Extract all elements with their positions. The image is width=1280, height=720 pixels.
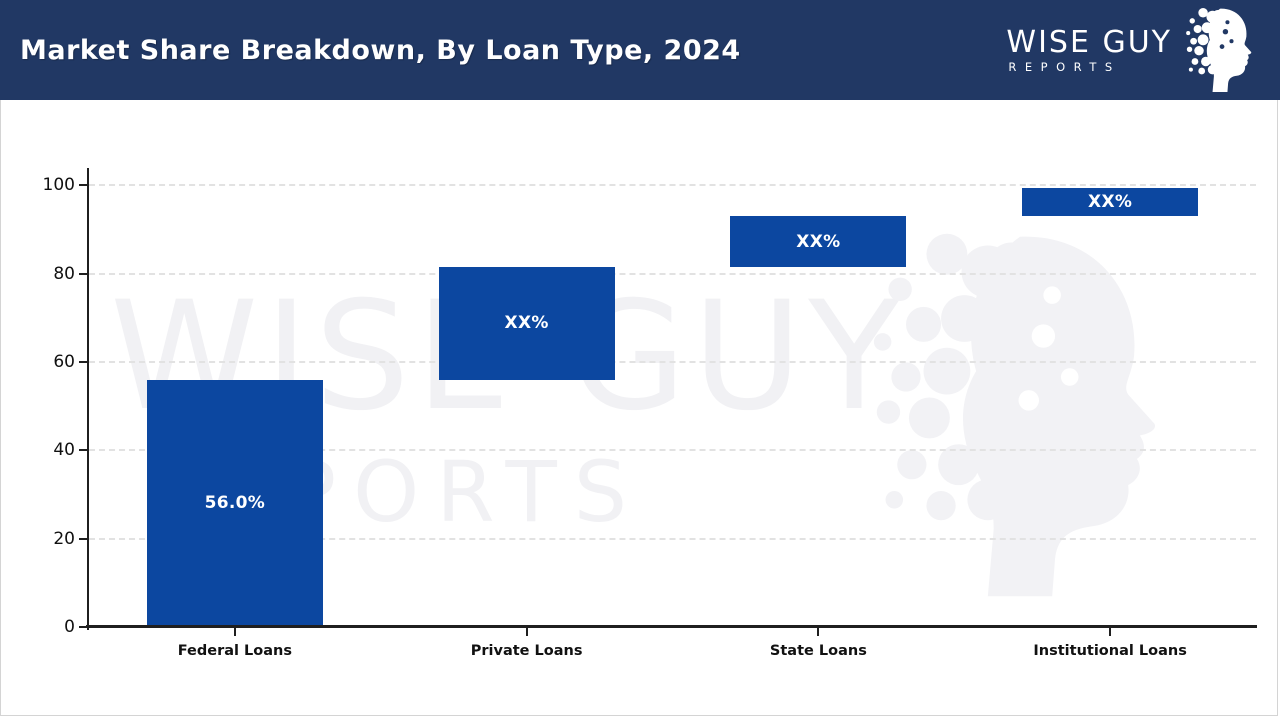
y-tick — [79, 361, 88, 364]
bar: XX% — [730, 216, 907, 268]
x-tick-label: State Loans — [769, 643, 867, 659]
x-tick-label: Private Loans — [470, 643, 583, 659]
logo-wordmark: WISE GUY — [1006, 25, 1172, 60]
y-tick-label: 100 — [42, 175, 75, 196]
x-axis-line — [86, 625, 1257, 628]
y-tick — [79, 272, 88, 275]
y-axis-line — [87, 168, 89, 630]
gridline — [89, 272, 1256, 275]
y-tick — [79, 449, 88, 452]
bar: XX% — [1022, 187, 1199, 217]
bar-value-label: XX% — [1088, 191, 1133, 212]
bar: XX% — [438, 267, 615, 380]
x-tick — [233, 628, 236, 636]
logo-text: WISE GUY REPORTS — [1006, 26, 1172, 74]
x-tick-label: Institutional Loans — [1033, 643, 1187, 659]
header-bar: Market Share Breakdown, By Loan Type, 20… — [0, 0, 1280, 100]
x-tick — [817, 628, 820, 636]
y-tick — [79, 184, 88, 187]
logo-subtitle: REPORTS — [1008, 60, 1121, 74]
y-tick-label: 20 — [53, 528, 75, 549]
gridline — [89, 361, 1256, 364]
y-tick — [79, 537, 88, 540]
bar: 56.0% — [146, 379, 323, 627]
y-tick-label: 80 — [53, 263, 75, 284]
y-tick — [79, 626, 88, 628]
y-tick-label: 0 — [64, 617, 75, 637]
y-tick-label: 40 — [53, 440, 75, 461]
y-tick-label: 60 — [53, 352, 75, 373]
gridline — [89, 449, 1256, 452]
page-title: Market Share Breakdown, By Loan Type, 20… — [20, 34, 741, 66]
gridline — [89, 537, 1256, 540]
x-tick — [1109, 628, 1112, 636]
bar-value-label: XX% — [796, 231, 841, 252]
x-tick — [525, 628, 528, 636]
watermark-face-icon — [873, 233, 1156, 597]
wise-guy-reports-logo: WISE GUY REPORTS — [1006, 6, 1266, 94]
waterfall-chart: WISE GUY REPORTS 0 20 40 60 80 100 56.0% XX% XX%… — [0, 100, 1280, 720]
x-tick-label: Federal Loans — [177, 643, 292, 659]
logo-face-icon — [1186, 8, 1252, 92]
plot-area: 0 20 40 60 80 100 56.0% XX% XX% XX% Federal Loans P… — [0, 100, 1280, 720]
bar-value-label: XX% — [504, 313, 549, 334]
gridline — [89, 184, 1256, 187]
bar-value-label: 56.0% — [204, 493, 266, 514]
